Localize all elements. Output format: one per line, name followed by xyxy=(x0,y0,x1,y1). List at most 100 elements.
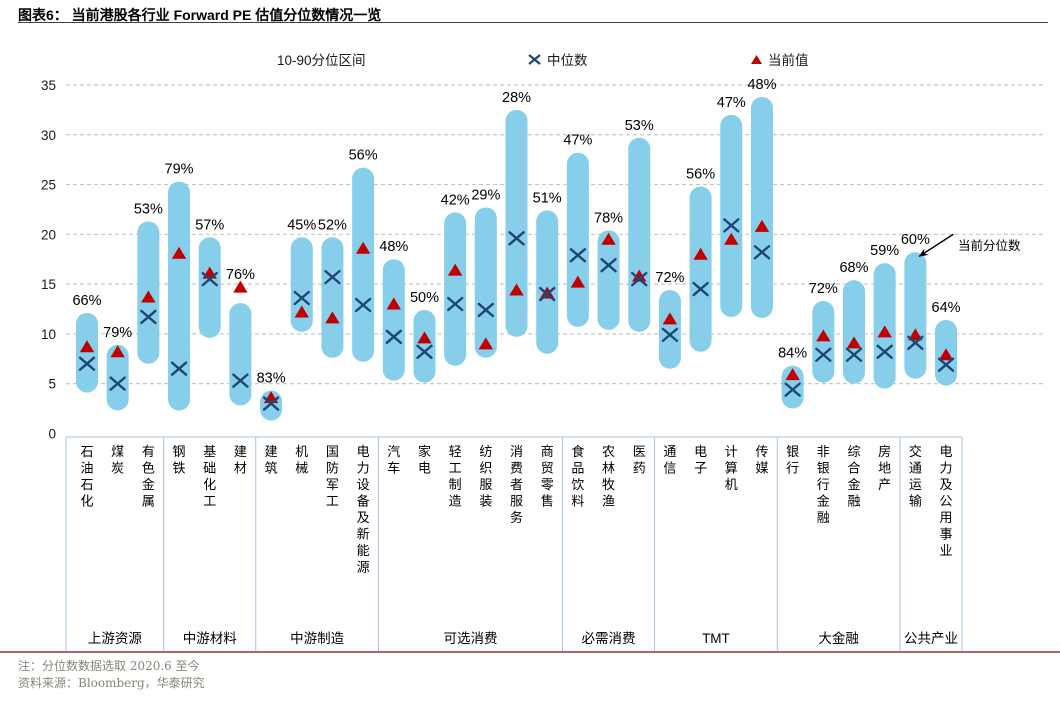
category-label: 轻工制造 xyxy=(449,445,462,510)
y-tick-label: 15 xyxy=(41,277,56,292)
group-label: TMT xyxy=(702,631,730,646)
percentile-label: 47% xyxy=(563,133,592,149)
median-marker xyxy=(815,347,832,362)
median-marker xyxy=(232,373,249,388)
range-bar xyxy=(198,237,221,338)
current-marker xyxy=(141,290,156,303)
percentile-label: 50% xyxy=(410,290,439,306)
median-marker xyxy=(201,271,218,287)
percentile-label: 84% xyxy=(778,346,807,362)
percentile-label: 56% xyxy=(349,148,378,164)
y-tick-label: 5 xyxy=(48,377,56,392)
annotation-arrow xyxy=(918,233,954,257)
category-label: 电力及公用事业 xyxy=(940,445,953,559)
median-marker xyxy=(845,347,863,362)
percentile-label: 59% xyxy=(870,243,899,259)
category-label: 房地产 xyxy=(878,444,891,493)
median-marker xyxy=(569,248,587,263)
percentile-label: 79% xyxy=(103,325,132,341)
current-marker xyxy=(662,312,678,325)
range-bar xyxy=(413,309,436,383)
category-label: 建筑 xyxy=(265,445,278,477)
current-marker xyxy=(785,368,800,381)
legend-item-median: 中位数 xyxy=(527,49,588,69)
current-marker xyxy=(846,336,862,349)
range-bar xyxy=(76,312,98,393)
percentile-label: 56% xyxy=(686,167,715,183)
percentile-label: 72% xyxy=(655,270,684,286)
legend-median-label: 中位数 xyxy=(547,53,588,68)
median-x-icon xyxy=(528,53,541,65)
current-marker xyxy=(509,283,524,296)
category-label: 农林牧渔 xyxy=(602,445,615,510)
median-marker xyxy=(907,335,924,351)
range-bar xyxy=(720,114,743,317)
current-marker xyxy=(110,345,125,358)
percentile-label: 83% xyxy=(257,371,286,387)
range-bar xyxy=(106,344,129,411)
range-bars: 66%79%53%79%57%76%83%45% 52%56%48%50%42% 2… xyxy=(72,77,961,421)
category-label: 医药 xyxy=(633,445,646,477)
percentile-label: 48% xyxy=(747,77,776,93)
median-marker xyxy=(539,286,556,302)
percentile-label: 53% xyxy=(134,201,163,217)
group-label: 可选消费 xyxy=(444,631,498,647)
median-marker xyxy=(385,329,402,345)
range-bar xyxy=(536,210,559,354)
category-label: 电力设备及新能源 xyxy=(357,445,370,576)
category-label: 机械 xyxy=(295,445,308,477)
category-box xyxy=(65,436,963,651)
median-marker xyxy=(293,290,310,306)
current-marker xyxy=(693,247,708,260)
median-marker xyxy=(140,309,157,325)
median-marker xyxy=(631,271,648,287)
percentile-label: 45% xyxy=(287,217,316,233)
range-bar xyxy=(229,303,252,406)
median-marker xyxy=(109,376,126,391)
category-label: 食品饮料 xyxy=(571,444,584,510)
y-tick-label: 10 xyxy=(41,327,56,342)
group-label: 公共产业 xyxy=(904,631,958,647)
median-marker xyxy=(661,327,679,343)
group-label: 上游资源 xyxy=(88,631,142,647)
percentile-label: 51% xyxy=(533,190,562,206)
category-label: 银行 xyxy=(786,445,799,477)
current-marker xyxy=(325,311,340,324)
category-label: 商贸零售 xyxy=(541,445,554,510)
category-label: 交通运输 xyxy=(909,444,922,510)
current-marker xyxy=(294,305,309,318)
y-tick-label: 25 xyxy=(41,178,56,193)
median-marker xyxy=(876,344,893,359)
annotation: 当前分位数 xyxy=(918,233,1021,257)
group-labels: 上游资源 中游材料 中游制造 可选消费 必需消费 TMT 大金融 公共产业 xyxy=(88,631,958,647)
current-marker xyxy=(478,337,494,350)
category-label: 基础化工 xyxy=(203,445,216,510)
current-marker xyxy=(233,280,248,293)
legend-current-label: 当前值 xyxy=(768,53,809,68)
category-label: 通信 xyxy=(663,445,676,477)
range-bar xyxy=(168,181,191,411)
group-label: 中游材料 xyxy=(183,631,237,647)
percentile-label: 29% xyxy=(471,187,500,203)
category-label: 建材 xyxy=(234,445,247,477)
range-bar xyxy=(321,237,344,358)
range-bar xyxy=(689,186,712,352)
current-marker xyxy=(570,275,586,288)
gridlines: 0 5 10 15 20 25 30 35 xyxy=(41,78,1045,441)
y-tick-label: 20 xyxy=(41,227,56,242)
current-marker xyxy=(724,232,739,245)
legend-range-label: 10-90分位区间 xyxy=(277,53,366,68)
percentile-label: 28% xyxy=(502,90,531,106)
percentile-label: 42% xyxy=(441,192,470,208)
category-label: 汽车 xyxy=(387,445,400,477)
figure-title: 图表6： 当前港股各行业 Forward PE 估值分位数情况一览 xyxy=(18,7,382,23)
category-label: 纺织服装 xyxy=(479,445,492,510)
percentile-label: 53% xyxy=(625,118,654,134)
percentile-label: 68% xyxy=(839,260,868,276)
group-label: 必需消费 xyxy=(582,631,636,647)
chart-legend: 10-90分位区间 中位数 当前值 xyxy=(0,49,1060,71)
current-marker xyxy=(877,325,892,338)
